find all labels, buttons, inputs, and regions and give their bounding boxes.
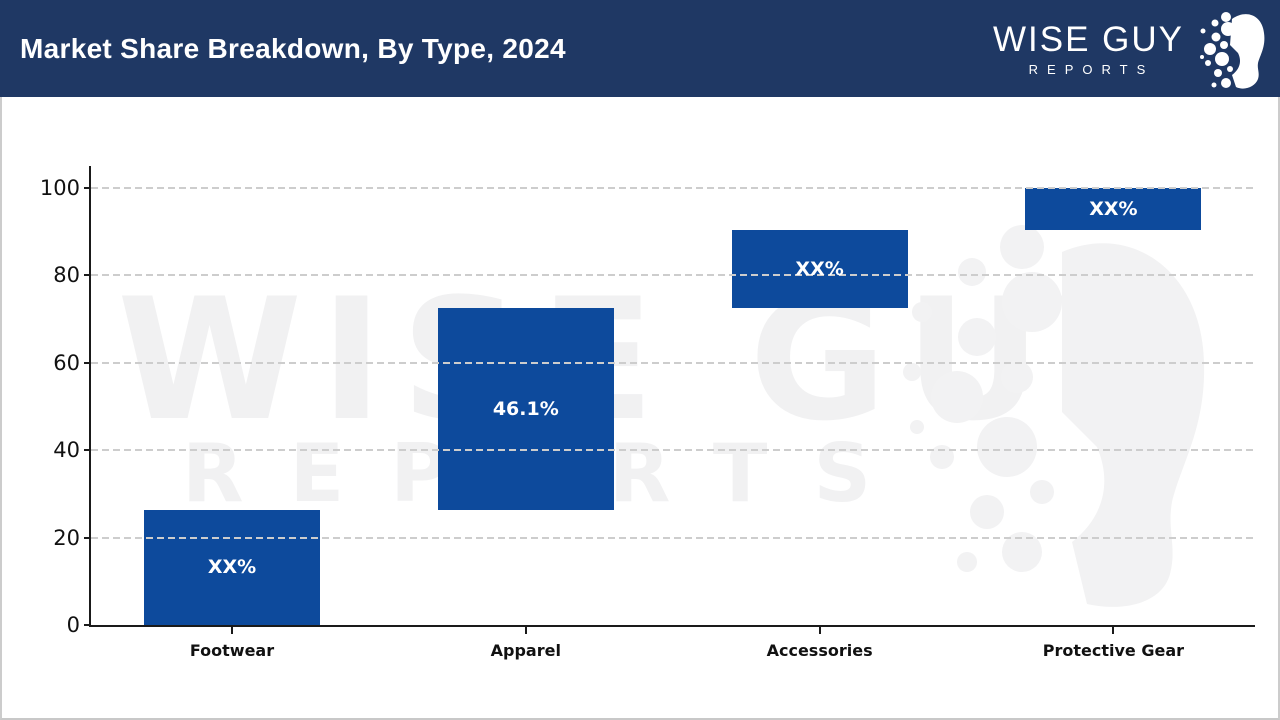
bar-value-label: XX%	[1089, 197, 1138, 220]
y-tick-label: 60	[53, 350, 80, 375]
header-bar: Market Share Breakdown, By Type, 2024 WI…	[0, 0, 1280, 97]
logo-head-icon	[1200, 11, 1265, 89]
y-tick-label: 40	[53, 438, 80, 463]
bar-value-label: XX%	[795, 257, 844, 280]
x-tick-label: Apparel	[490, 641, 561, 660]
chart-area: WISE GUY REPORTS 020406080100XX%Footwear…	[0, 97, 1280, 720]
y-tick-mark	[84, 361, 91, 364]
gridline-20	[91, 536, 1255, 539]
y-tick-label: 100	[39, 175, 80, 200]
logo-wordmark: WISE GUY	[992, 19, 1184, 59]
bar-value-label: 46.1%	[492, 397, 559, 420]
x-tick-label: Footwear	[189, 641, 275, 660]
x-tick-mark	[524, 627, 527, 634]
y-tick-label: 0	[66, 613, 80, 637]
x-tick-mark	[231, 627, 233, 634]
page-title: Market Share Breakdown, By Type, 2024	[20, 32, 566, 64]
x-tick-label: Protective Gear	[1042, 641, 1185, 660]
bar-value-label: XX%	[207, 556, 257, 579]
x-axis-spine	[89, 625, 1255, 627]
bar-apparel	[437, 307, 614, 510]
x-tick-mark	[818, 627, 821, 634]
gridline-100	[91, 186, 1255, 189]
x-tick-mark	[1112, 627, 1115, 634]
logo-subtitle: REPORTS	[1028, 61, 1155, 77]
y-tick-label: 80	[53, 263, 80, 288]
y-tick-mark	[84, 449, 91, 452]
gridline-60	[91, 361, 1255, 364]
y-tick-mark	[84, 624, 91, 626]
y-tick-label: 20	[53, 525, 80, 550]
y-axis-spine	[89, 165, 91, 627]
gridline-80	[91, 274, 1255, 277]
bar-accessories	[731, 229, 908, 308]
wise-guy-logo: WISE GUY REPORTS	[993, 5, 1266, 93]
y-tick-mark	[84, 186, 91, 189]
bar-protective-gear	[1025, 187, 1202, 230]
y-tick-mark	[84, 274, 91, 277]
y-tick-mark	[84, 536, 91, 539]
x-tick-label: Accessories	[766, 641, 873, 660]
logo-text: WISE GUY REPORTS	[993, 22, 1184, 76]
gridline-40	[91, 449, 1255, 452]
bar-footwear	[144, 509, 320, 625]
watermark-head-graphic	[903, 225, 1205, 607]
